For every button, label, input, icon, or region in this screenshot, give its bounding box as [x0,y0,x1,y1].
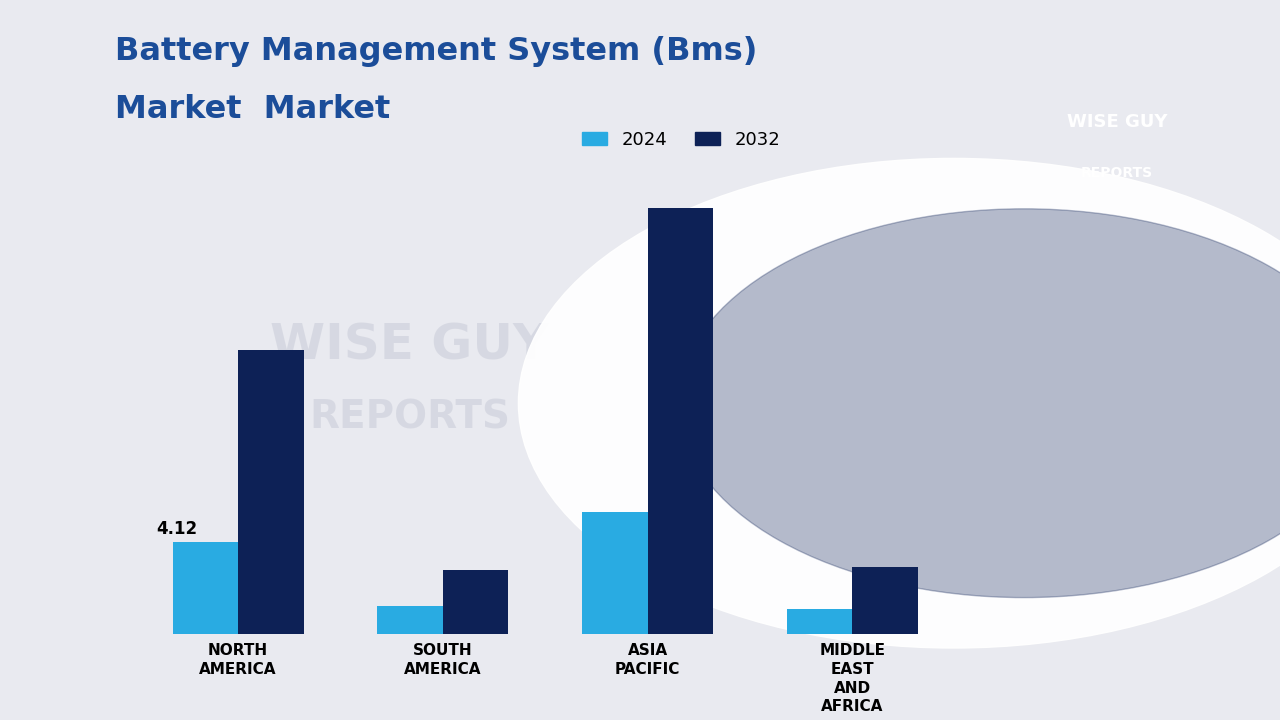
Text: Market  Market: Market Market [115,94,390,125]
Bar [582,512,648,634]
Text: WISE GUY: WISE GUY [270,322,549,369]
Text: 4.12: 4.12 [156,521,197,539]
Circle shape [678,209,1280,598]
Bar [173,542,238,634]
Circle shape [518,158,1280,648]
Text: REPORTS: REPORTS [308,399,511,436]
Bar [443,570,508,634]
Text: WISE GUY: WISE GUY [1068,113,1167,131]
Bar [238,350,303,634]
Bar [852,567,918,634]
Text: Battery Management System (Bms): Battery Management System (Bms) [115,36,758,67]
Bar [648,208,713,634]
Bar [787,609,852,634]
Bar [378,606,443,634]
Legend: 2024, 2032: 2024, 2032 [575,124,787,156]
Text: REPORTS: REPORTS [1082,166,1153,180]
